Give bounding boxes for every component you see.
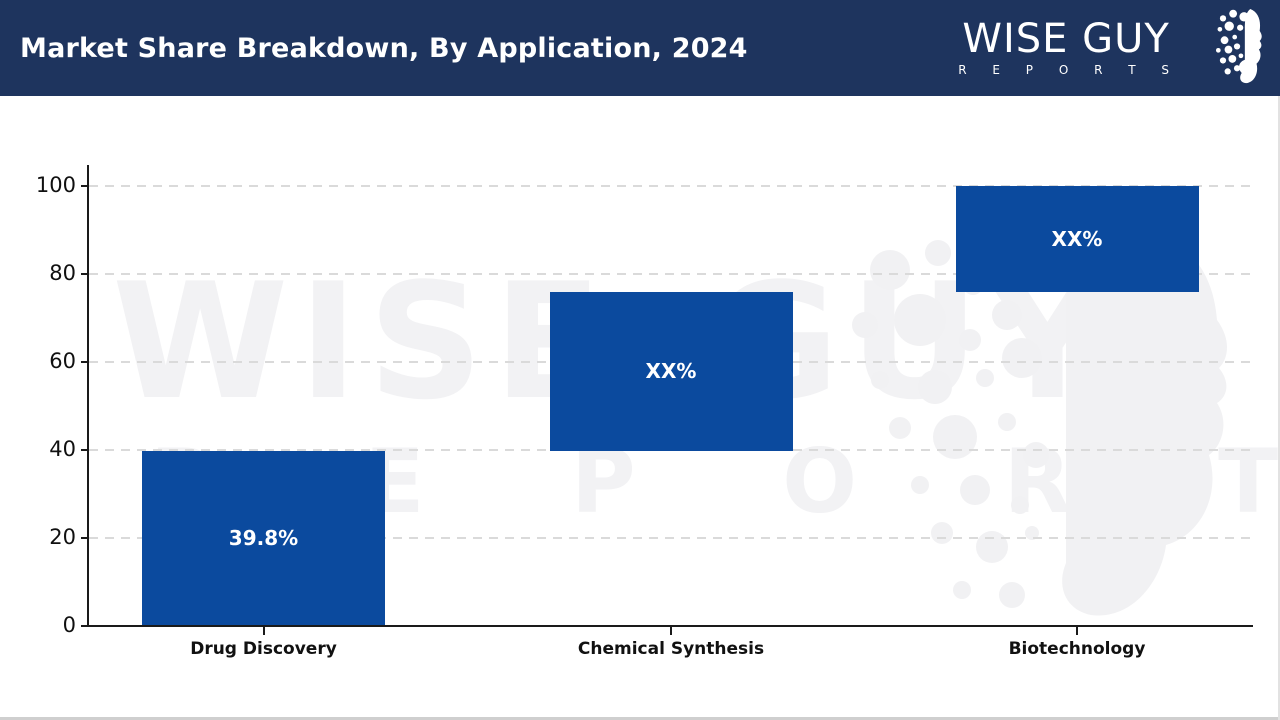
bottom-border (0, 717, 1280, 720)
bar-biotechnology: XX% (955, 185, 1199, 293)
y-axis-tick-0 (81, 625, 88, 627)
watermark-face-icon (852, 234, 1227, 616)
category-label-2: Chemical Synthesis (577, 639, 765, 659)
x-axis-line (87, 625, 1253, 627)
gridline-100 (89, 184, 1253, 187)
x-axis-tick-3 (1076, 627, 1078, 635)
y-axis-label-40: 40 (49, 436, 76, 461)
y-axis-line (87, 165, 89, 627)
y-axis-label-20: 20 (49, 524, 76, 549)
category-label-1: Drug Discovery (190, 639, 337, 659)
x-axis-tick-2 (670, 627, 672, 635)
logo-wiseguy-text: WISE GUY (962, 16, 1170, 62)
y-axis-tick-40 (81, 448, 88, 451)
bar-drug-discovery: 39.8% (142, 450, 385, 626)
y-axis-label-100: 100 (35, 172, 76, 197)
logo-text: WISE GUY R E P O R T S (952, 19, 1180, 77)
y-axis-label-0: 0 (62, 613, 76, 637)
y-axis-tick-80 (81, 272, 88, 275)
y-axis-tick-20 (81, 536, 88, 539)
right-border (1278, 96, 1280, 720)
bar-value-label: XX% (645, 359, 697, 384)
logo-reports-text: R E P O R T S (958, 63, 1180, 77)
page-title: Market Share Breakdown, By Application, … (20, 32, 748, 64)
bar-value-label: 39.8% (228, 526, 299, 551)
y-axis-label-80: 80 (49, 260, 76, 285)
logo-face-icon (1215, 9, 1262, 84)
y-axis-label-60: 60 (49, 348, 76, 373)
y-axis-tick-60 (81, 360, 88, 363)
logo: WISE GUY R E P O R T S (952, 7, 1262, 89)
gridline-20 (89, 536, 1253, 539)
gridline-80 (89, 272, 1253, 275)
y-axis-tick-100 (81, 184, 88, 187)
bar-value-label: XX% (1051, 226, 1103, 251)
x-axis-tick-1 (262, 627, 265, 635)
bar-chemical-synthesis: XX% (549, 292, 793, 451)
header: Market Share Breakdown, By Application, … (0, 0, 1280, 96)
category-label-3: Biotechnology (1008, 639, 1146, 659)
